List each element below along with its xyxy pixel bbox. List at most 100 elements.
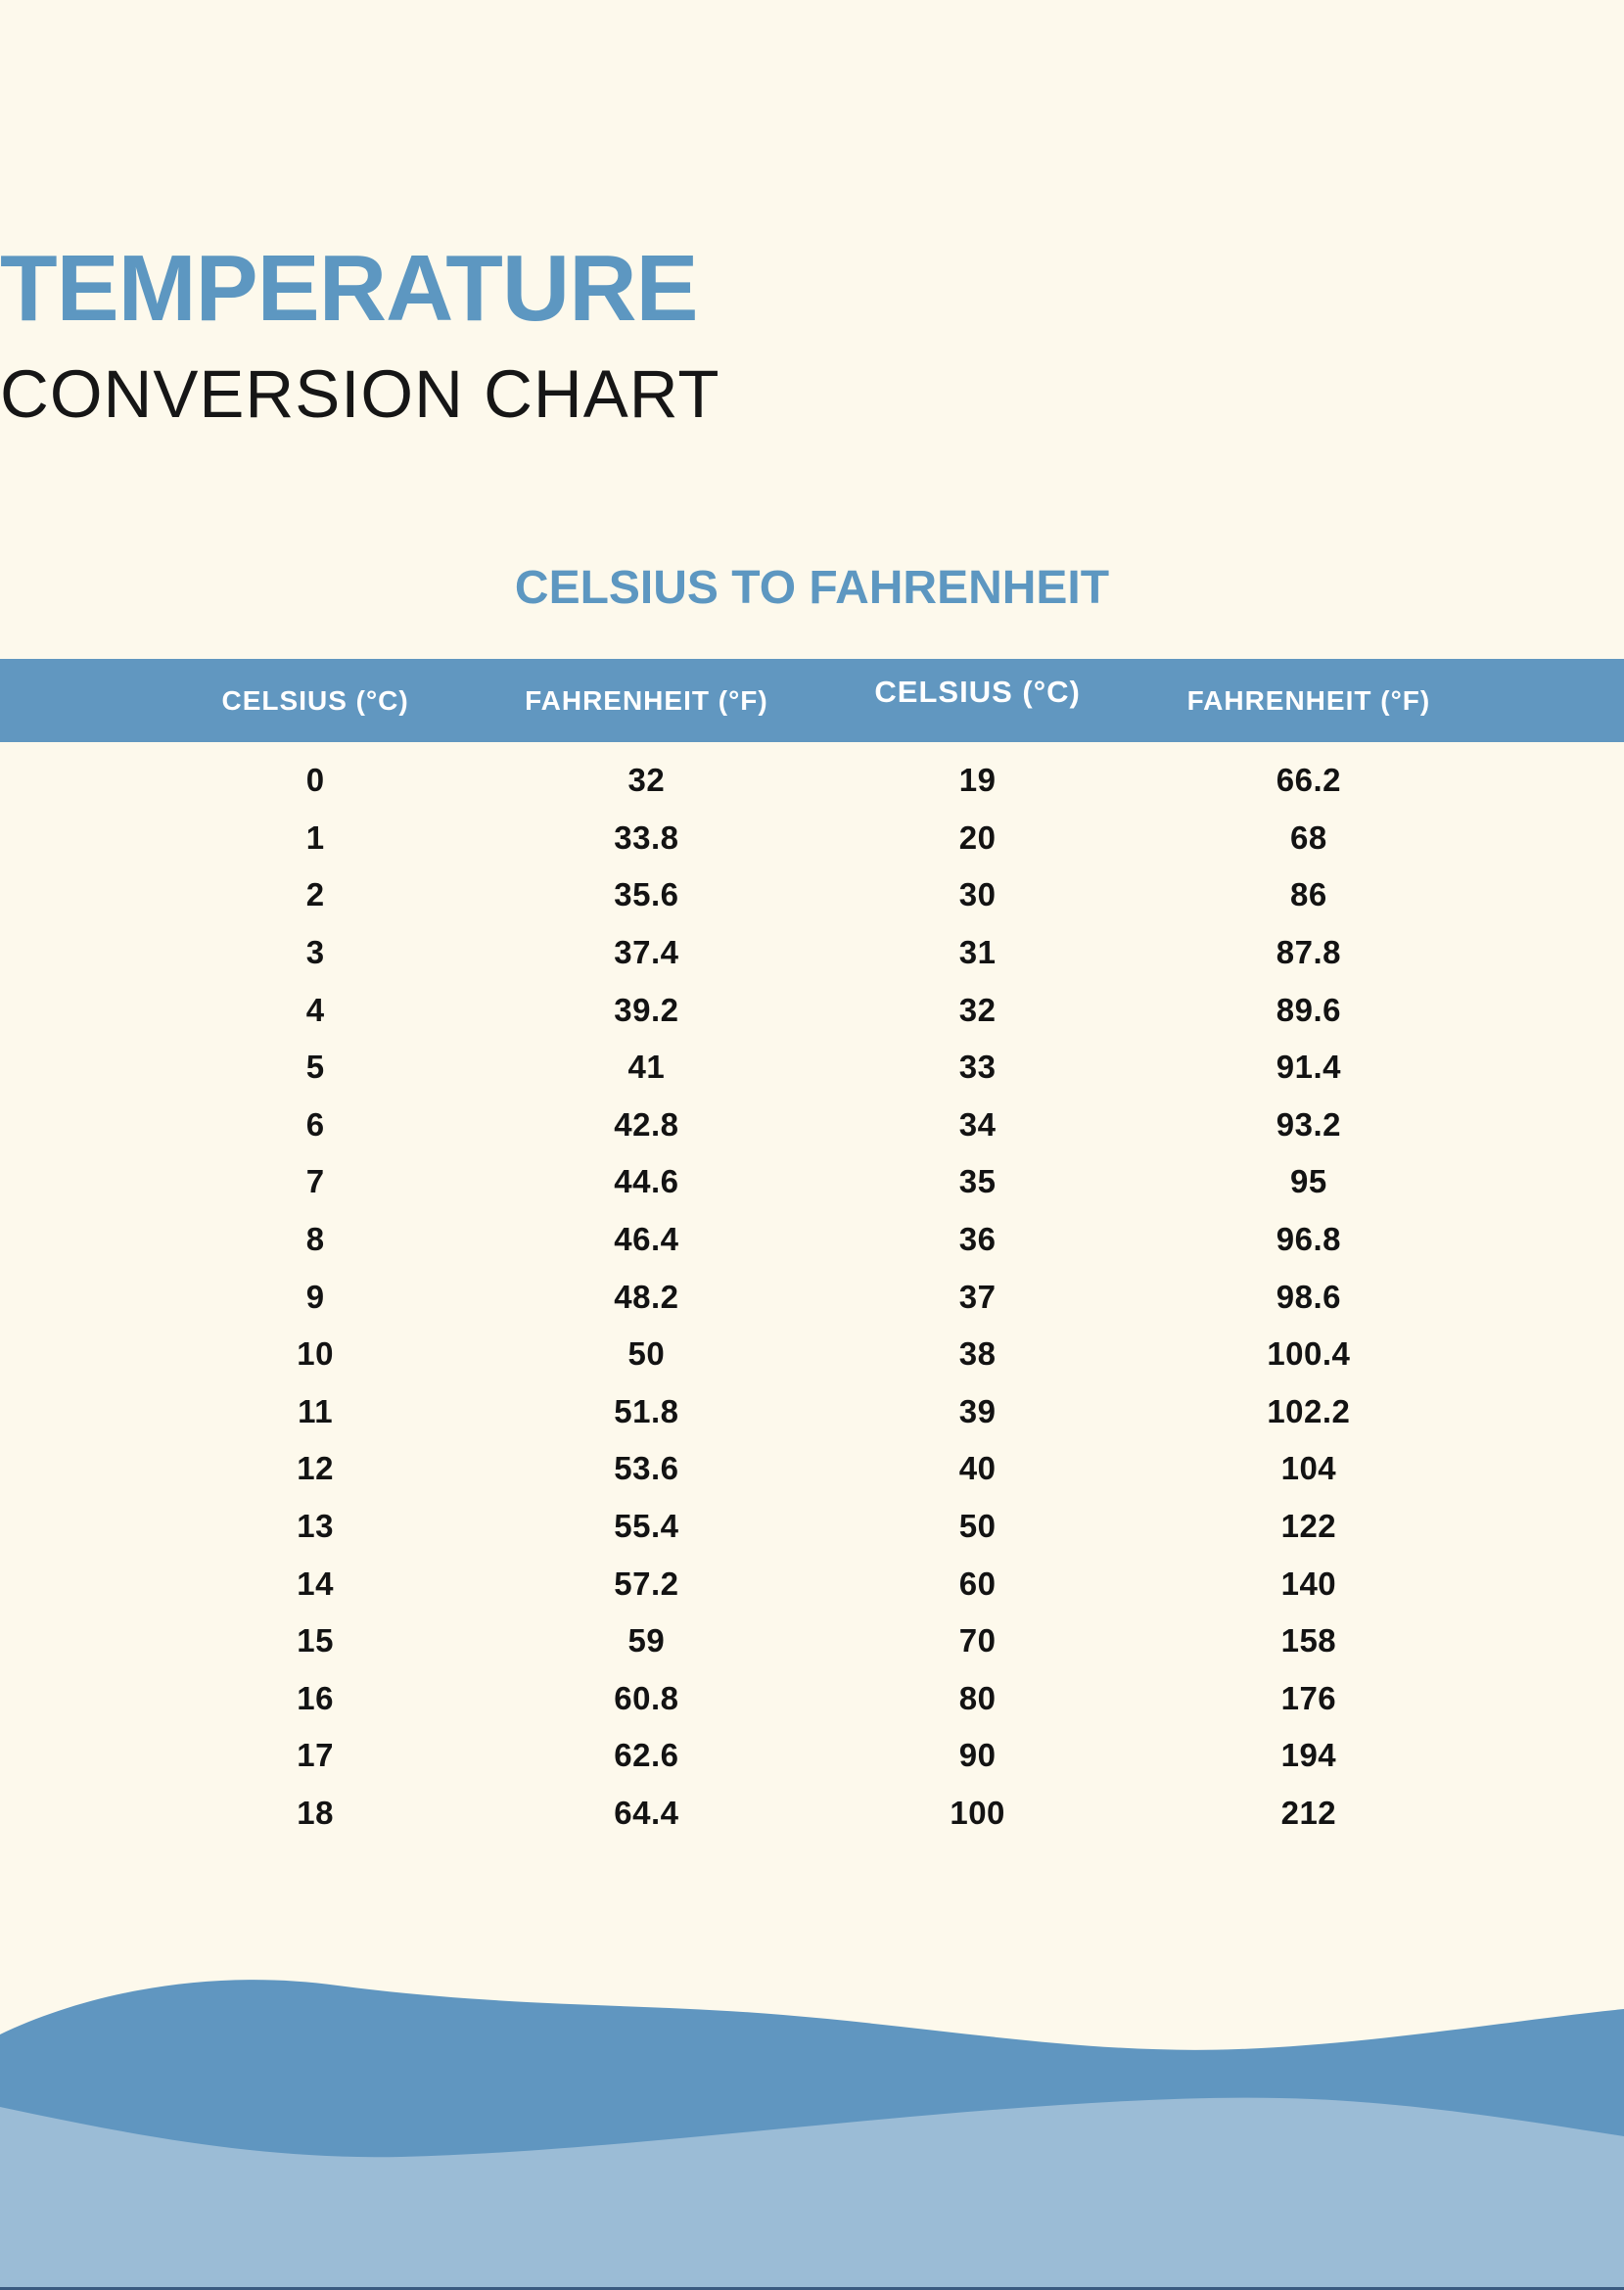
celsius-left-cell: 14 xyxy=(297,1565,334,1602)
table-row: 8 46.4 36 96.8 xyxy=(150,1211,1474,1269)
celsius-left-cell: 15 xyxy=(297,1622,334,1659)
fahrenheit-left-cell: 32 xyxy=(627,762,666,799)
fahrenheit-left-cell: 59 xyxy=(627,1622,666,1659)
fahrenheit-right-cell: 176 xyxy=(1280,1679,1337,1716)
column-header-fahrenheit-left: FAHRENHEIT (°F) xyxy=(525,684,768,716)
bottom-edge-line xyxy=(0,2287,1624,2290)
celsius-right-cell: 34 xyxy=(958,1105,997,1143)
celsius-right-cell: 20 xyxy=(958,818,997,856)
fahrenheit-right-cell: 212 xyxy=(1280,1794,1337,1831)
table-row: 4 39.2 32 89.6 xyxy=(150,981,1474,1039)
table-row: 1 33.8 20 68 xyxy=(150,810,1474,867)
celsius-right-cell: 37 xyxy=(958,1278,997,1315)
celsius-left-cell: 12 xyxy=(297,1450,334,1487)
table-row: 11 51.8 39 102.2 xyxy=(150,1383,1474,1441)
celsius-right-cell: 50 xyxy=(958,1508,997,1545)
celsius-right-cell: 70 xyxy=(958,1622,997,1659)
fahrenheit-left-cell: 62.6 xyxy=(614,1737,679,1774)
celsius-right-cell: 40 xyxy=(958,1450,997,1487)
column-header-celsius-right: CELSIUS (°C) xyxy=(874,674,1081,709)
table-row: 9 48.2 37 98.6 xyxy=(150,1268,1474,1326)
table-body: 0 32 19 66.2 1 33.8 20 68 2 35.6 30 86 3 37.4 31 87.8 4 3… xyxy=(0,752,1624,1842)
fahrenheit-right-cell: 96.8 xyxy=(1276,1221,1341,1258)
celsius-left-cell: 2 xyxy=(305,876,325,913)
celsius-left-cell: 16 xyxy=(297,1679,334,1716)
table-row: 15 59 70 158 xyxy=(150,1612,1474,1670)
table-row: 13 55.4 50 122 xyxy=(150,1498,1474,1556)
fahrenheit-left-cell: 41 xyxy=(627,1049,666,1086)
celsius-right-cell: 35 xyxy=(958,1163,997,1200)
celsius-right-cell: 30 xyxy=(958,876,997,913)
fahrenheit-left-cell: 51.8 xyxy=(614,1392,679,1429)
fahrenheit-left-cell: 50 xyxy=(627,1335,666,1373)
table-row: 3 37.4 31 87.8 xyxy=(150,924,1474,982)
fahrenheit-right-cell: 98.6 xyxy=(1276,1278,1341,1315)
fahrenheit-right-cell: 66.2 xyxy=(1276,762,1341,799)
column-header-fahrenheit-right: FAHRENHEIT (°F) xyxy=(1186,684,1431,716)
fahrenheit-right-cell: 140 xyxy=(1280,1565,1337,1602)
celsius-right-cell: 33 xyxy=(958,1049,997,1086)
fahrenheit-right-cell: 91.4 xyxy=(1276,1049,1341,1086)
celsius-right-cell: 31 xyxy=(958,934,997,971)
fahrenheit-left-cell: 53.6 xyxy=(614,1450,679,1487)
celsius-left-cell: 7 xyxy=(305,1163,325,1200)
fahrenheit-right-cell: 122 xyxy=(1280,1508,1337,1545)
celsius-left-cell: 3 xyxy=(305,934,325,971)
table-row: 10 50 38 100.4 xyxy=(150,1326,1474,1383)
celsius-left-cell: 5 xyxy=(305,1049,325,1086)
fahrenheit-left-cell: 39.2 xyxy=(614,991,679,1028)
table-row: 12 53.6 40 104 xyxy=(150,1440,1474,1498)
celsius-left-cell: 6 xyxy=(305,1105,325,1143)
table-row: 6 42.8 34 93.2 xyxy=(150,1097,1474,1154)
celsius-right-cell: 80 xyxy=(958,1679,997,1716)
celsius-left-cell: 1 xyxy=(305,818,325,856)
fahrenheit-right-cell: 68 xyxy=(1290,818,1327,856)
celsius-right-cell: 100 xyxy=(950,1794,1005,1831)
fahrenheit-right-cell: 89.6 xyxy=(1276,991,1341,1028)
celsius-right-cell: 38 xyxy=(958,1335,997,1373)
celsius-left-cell: 11 xyxy=(298,1392,334,1429)
table-row: 14 57.2 60 140 xyxy=(150,1555,1474,1612)
table-row: 18 64.4 100 212 xyxy=(150,1785,1474,1843)
fahrenheit-left-cell: 42.8 xyxy=(614,1105,679,1143)
fahrenheit-right-cell: 104 xyxy=(1280,1450,1337,1487)
table-header-row: CELSIUS (°C) FAHRENHEIT (°F) CELSIUS (°C… xyxy=(150,659,1474,742)
celsius-right-cell: 90 xyxy=(958,1737,997,1774)
fahrenheit-left-cell: 55.4 xyxy=(614,1508,679,1545)
celsius-right-cell: 32 xyxy=(958,991,997,1028)
fahrenheit-right-cell: 194 xyxy=(1280,1737,1337,1774)
page-title: TEMPERATURE xyxy=(0,236,699,341)
table-row: 2 35.6 30 86 xyxy=(150,866,1474,924)
fahrenheit-left-cell: 37.4 xyxy=(614,934,679,971)
fahrenheit-right-cell: 93.2 xyxy=(1276,1105,1341,1143)
fahrenheit-right-cell: 87.8 xyxy=(1276,934,1341,971)
celsius-left-cell: 0 xyxy=(305,762,325,799)
fahrenheit-right-cell: 86 xyxy=(1290,876,1327,913)
celsius-right-cell: 19 xyxy=(958,762,997,799)
fahrenheit-left-cell: 46.4 xyxy=(614,1221,679,1258)
celsius-left-cell: 13 xyxy=(297,1508,334,1545)
table-row: 7 44.6 35 95 xyxy=(150,1153,1474,1211)
fahrenheit-left-cell: 48.2 xyxy=(614,1278,679,1315)
section-title: CELSIUS TO FAHRENHEIT xyxy=(514,562,1110,614)
fahrenheit-right-cell: 158 xyxy=(1280,1622,1337,1659)
fahrenheit-left-cell: 64.4 xyxy=(614,1794,679,1831)
celsius-left-cell: 8 xyxy=(305,1221,325,1258)
celsius-right-cell: 39 xyxy=(958,1392,997,1429)
celsius-left-cell: 18 xyxy=(297,1794,334,1831)
celsius-left-cell: 9 xyxy=(305,1278,325,1315)
page-subtitle: CONVERSION CHART xyxy=(0,356,720,432)
table-row: 0 32 19 66.2 xyxy=(150,752,1474,810)
wave-light-shape xyxy=(0,2097,1624,2290)
table-row: 17 62.6 90 194 xyxy=(150,1727,1474,1785)
celsius-right-cell: 36 xyxy=(958,1221,997,1258)
fahrenheit-left-cell: 35.6 xyxy=(614,876,679,913)
fahrenheit-left-cell: 60.8 xyxy=(614,1679,679,1716)
column-header-celsius-left: CELSIUS (°C) xyxy=(221,684,409,716)
table-row: 16 60.8 80 176 xyxy=(150,1670,1474,1728)
celsius-left-cell: 17 xyxy=(297,1737,334,1774)
table-header-band: CELSIUS (°C) FAHRENHEIT (°F) CELSIUS (°C… xyxy=(0,659,1624,742)
fahrenheit-left-cell: 33.8 xyxy=(614,818,679,856)
celsius-left-cell: 4 xyxy=(305,991,325,1028)
